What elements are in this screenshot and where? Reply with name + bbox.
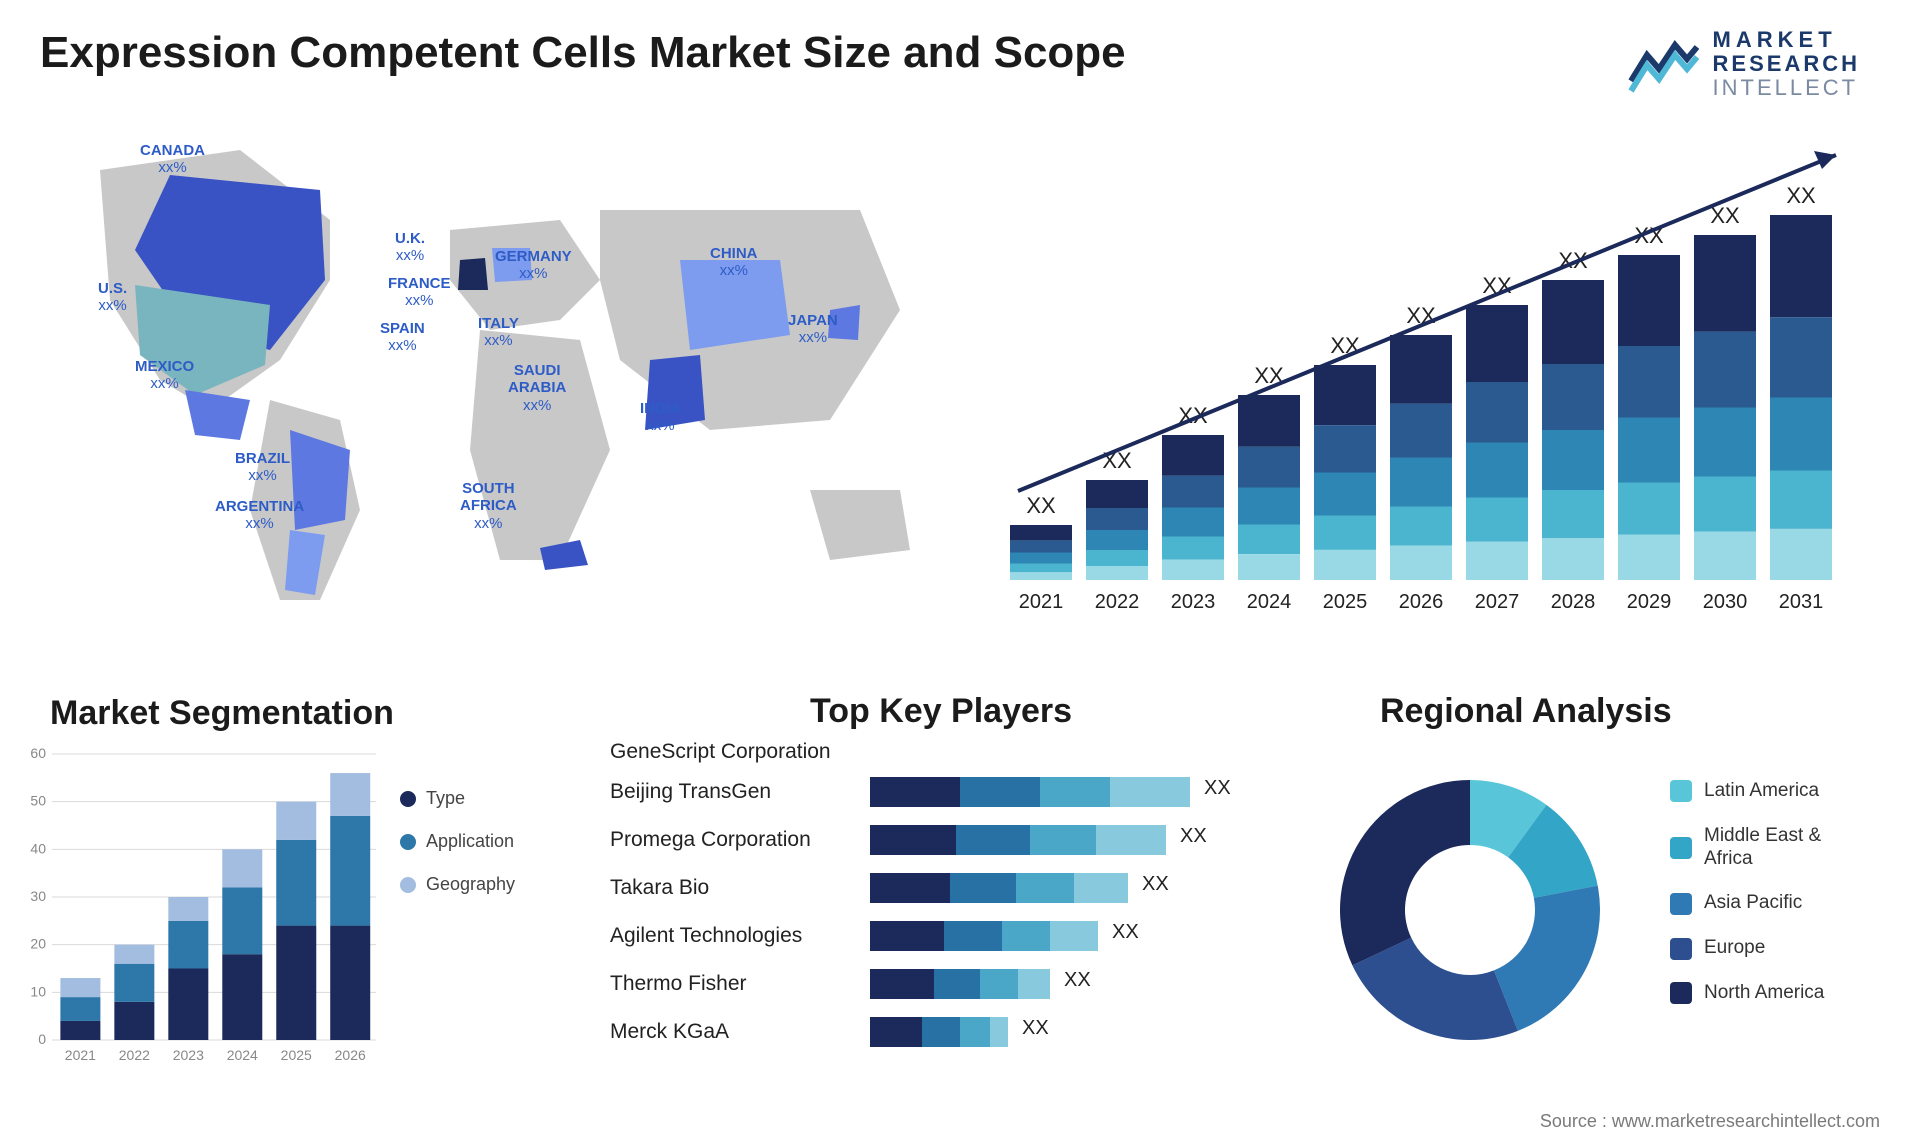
player-row: Thermo Fisher XX [610, 962, 1270, 1006]
segmentation-legend-item: Geography [400, 874, 580, 895]
map-label: CHINAxx% [710, 245, 758, 280]
player-row: Beijing TransGen XX [610, 770, 1270, 814]
regional-title: Regional Analysis [1380, 692, 1672, 731]
player-name: Thermo Fisher [610, 972, 870, 996]
player-value: XX [1022, 1017, 1049, 1047]
logo-text-2: RESEARCH [1713, 52, 1860, 76]
player-bar: XX [870, 969, 1270, 999]
svg-text:2029: 2029 [1627, 591, 1672, 613]
segmentation-title: Market Segmentation [50, 694, 394, 733]
map-label: SOUTHAFRICAxx% [460, 480, 517, 532]
player-name: Beijing TransGen [610, 780, 870, 804]
svg-text:2025: 2025 [1323, 591, 1368, 613]
players-title: Top Key Players [810, 692, 1072, 731]
player-bar: XX [870, 1017, 1270, 1047]
region-legend-item: North America [1670, 982, 1860, 1005]
regional-legend: Latin America Middle East & Africa Asia Pa… [1670, 780, 1860, 1027]
player-name: Takara Bio [610, 876, 870, 900]
map-label: INDIAxx% [640, 400, 681, 435]
page-title: Expression Competent Cells Market Size a… [40, 28, 1126, 78]
region-legend-item: Middle East & Africa [1670, 825, 1860, 871]
market-size-chart-svg: XX2021XX2022XX2023XX2024XX2025XX2026XX20… [1000, 150, 1870, 630]
svg-text:50: 50 [30, 793, 46, 809]
region-legend-item: Latin America [1670, 780, 1860, 803]
segmentation-legend: Type Application Geography [400, 788, 580, 917]
player-row: Promega Corporation XX [610, 818, 1270, 862]
player-row: Merck KGaA XX [610, 1010, 1270, 1054]
player-value: XX [1204, 777, 1231, 807]
player-row: Agilent Technologies XX [610, 914, 1270, 958]
player-name: Merck KGaA [610, 1020, 870, 1044]
player-value: XX [1064, 969, 1091, 999]
source-attribution: Source : www.marketresearchintellect.com [1540, 1111, 1880, 1132]
player-value: XX [1180, 825, 1207, 855]
segmentation-chart-svg: 0 10 20 30 40 50 60 2021 2022 2023 2024 2025 2026 [20, 740, 380, 1080]
regional-donut-svg [1320, 760, 1620, 1060]
player-name: Promega Corporation [610, 828, 870, 852]
svg-text:40: 40 [30, 840, 46, 856]
logo-text-1: MARKET [1713, 28, 1860, 52]
player-bar: XX [870, 921, 1270, 951]
player-name: Agilent Technologies [610, 924, 870, 948]
map-label: U.S.xx% [98, 280, 127, 315]
segmentation-legend-item: Type [400, 788, 580, 809]
svg-text:2022: 2022 [1095, 591, 1140, 613]
world-map: CANADAxx% U.S.xx% MEXICOxx% BRAZILxx% ARGENT… [40, 130, 950, 630]
map-label: SPAINxx% [380, 320, 425, 355]
player-bar: XX [870, 777, 1270, 807]
svg-text:2024: 2024 [227, 1047, 258, 1063]
svg-text:2024: 2024 [1247, 591, 1292, 613]
map-label: ITALYxx% [478, 315, 519, 350]
svg-text:30: 30 [30, 888, 46, 904]
brand-logo: MARKET RESEARCH INTELLECT [1627, 28, 1860, 101]
player-bar: XX [870, 825, 1270, 855]
svg-text:2028: 2028 [1551, 591, 1596, 613]
regional-analysis: Latin America Middle East & Africa Asia Pa… [1310, 740, 1870, 1100]
map-label: FRANCExx% [388, 275, 451, 310]
map-label: MEXICOxx% [135, 358, 194, 393]
region-legend-item: Asia Pacific [1670, 892, 1860, 915]
map-label: GERMANYxx% [495, 248, 572, 283]
map-label: BRAZILxx% [235, 450, 290, 485]
svg-text:XX: XX [1786, 183, 1816, 208]
key-players: GeneScript Corporation Beijing TransGen X… [610, 740, 1270, 1100]
svg-text:2021: 2021 [65, 1047, 96, 1063]
logo-text-3: INTELLECT [1713, 76, 1860, 100]
player-value: XX [1142, 873, 1169, 903]
map-label: JAPANxx% [788, 312, 838, 347]
logo-icon [1627, 33, 1699, 95]
segmentation-legend-item: Application [400, 831, 580, 852]
svg-text:0: 0 [38, 1031, 46, 1047]
svg-text:20: 20 [30, 936, 46, 952]
svg-text:2023: 2023 [173, 1047, 204, 1063]
svg-text:2022: 2022 [119, 1047, 150, 1063]
svg-text:2025: 2025 [281, 1047, 312, 1063]
svg-text:2023: 2023 [1171, 591, 1216, 613]
svg-text:2027: 2027 [1475, 591, 1520, 613]
svg-text:2031: 2031 [1779, 591, 1824, 613]
map-label: CANADAxx% [140, 142, 205, 177]
player-bar: XX [870, 873, 1270, 903]
svg-text:2026: 2026 [1399, 591, 1444, 613]
svg-text:XX: XX [1026, 493, 1056, 518]
region-legend-item: Europe [1670, 937, 1860, 960]
svg-text:2021: 2021 [1019, 591, 1064, 613]
map-label: SAUDIARABIAxx% [508, 362, 566, 414]
svg-text:10: 10 [30, 983, 46, 999]
player-row: Takara Bio XX [610, 866, 1270, 910]
segmentation-chart: 0 10 20 30 40 50 60 2021 2022 2023 2024 2025 2026 Ty… [20, 740, 580, 1100]
svg-text:2026: 2026 [335, 1047, 366, 1063]
players-header: GeneScript Corporation [610, 740, 1270, 764]
map-label: U.K.xx% [395, 230, 425, 265]
map-label: ARGENTINAxx% [215, 498, 304, 533]
svg-text:2030: 2030 [1703, 591, 1748, 613]
svg-text:60: 60 [30, 745, 46, 761]
market-size-chart: XX2021XX2022XX2023XX2024XX2025XX2026XX20… [1000, 150, 1870, 630]
player-value: XX [1112, 921, 1139, 951]
